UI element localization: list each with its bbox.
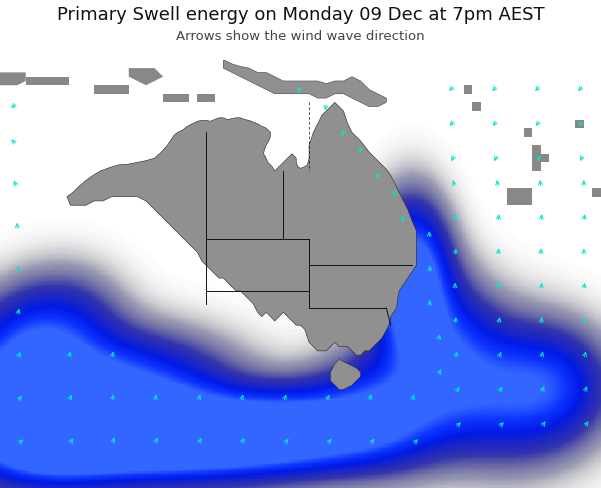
Polygon shape [189,25,206,34]
Polygon shape [94,85,112,94]
Polygon shape [198,34,215,42]
Polygon shape [523,128,532,137]
Polygon shape [0,72,26,85]
Polygon shape [507,188,532,205]
Polygon shape [163,94,189,102]
Polygon shape [215,25,232,34]
Polygon shape [331,360,361,389]
Polygon shape [26,77,43,85]
Polygon shape [223,60,386,107]
Text: Primary Swell energy on Monday 09 Dec at 7pm AEST: Primary Swell energy on Monday 09 Dec at… [56,6,545,24]
Polygon shape [463,85,472,94]
Polygon shape [532,145,541,171]
Polygon shape [26,25,60,42]
Polygon shape [112,85,129,94]
Text: Arrows show the wind wave direction: Arrows show the wind wave direction [176,30,425,43]
Polygon shape [67,102,416,355]
Polygon shape [129,68,163,85]
Polygon shape [575,120,584,128]
Polygon shape [43,77,69,85]
Polygon shape [198,94,215,102]
Polygon shape [472,102,481,111]
Polygon shape [593,188,601,197]
Polygon shape [541,154,549,163]
